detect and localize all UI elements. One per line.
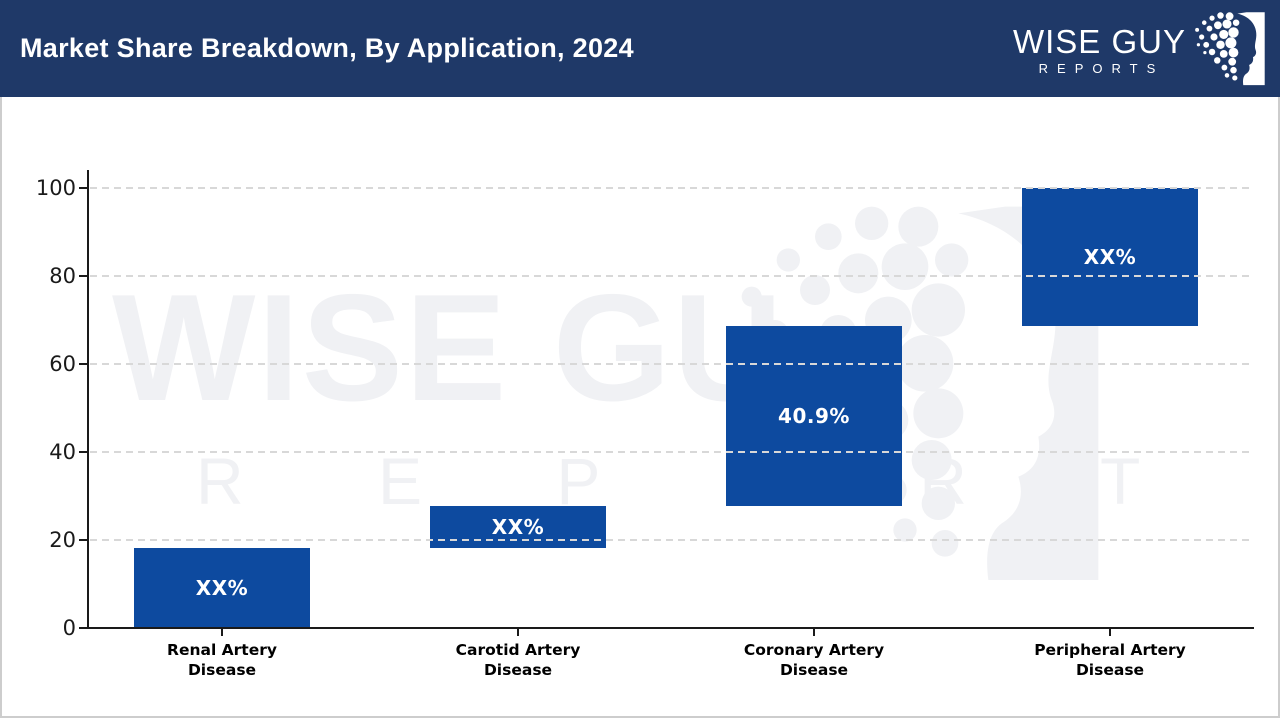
- y-tick-mark: [79, 187, 87, 189]
- x-tick-mark: [517, 629, 519, 636]
- header-bar: Market Share Breakdown, By Application, …: [0, 0, 1280, 97]
- y-tick-label: 20: [49, 528, 76, 552]
- bar-value-label: XX%: [195, 575, 249, 600]
- wise-guy-logo: WISE GUY REPORTS: [1013, 8, 1266, 92]
- chart-panel: [0, 97, 1280, 718]
- logo-brand-text: WISE GUY: [1012, 23, 1186, 60]
- logo-sub-text: REPORTS: [1038, 61, 1165, 76]
- watermark-brand: WISE GU: [112, 263, 785, 433]
- bar-2: 40.9%: [726, 326, 902, 507]
- x-axis-line: [87, 627, 1254, 629]
- category-label-3: Peripheral Artery Disease: [1034, 641, 1186, 680]
- y-tick-mark: [79, 627, 87, 629]
- y-tick-mark: [79, 275, 87, 277]
- gridline-20: [90, 539, 1253, 541]
- gridline-80: [90, 275, 1253, 277]
- y-tick-label: 0: [62, 616, 76, 640]
- bar-value-label: 40.9%: [778, 404, 850, 429]
- y-tick-mark: [79, 539, 87, 541]
- x-tick-mark: [813, 629, 815, 636]
- category-label-1: Carotid Artery Disease: [455, 641, 581, 680]
- y-axis-line: [87, 170, 89, 629]
- y-tick-label: 60: [49, 352, 76, 376]
- category-label-2: Coronary Artery Disease: [743, 641, 885, 680]
- gridline-100: [90, 187, 1253, 189]
- gridline-60: [90, 363, 1253, 365]
- y-tick-label: 80: [49, 264, 76, 288]
- y-tick-label: 100: [35, 176, 76, 200]
- bar-0: XX%: [134, 547, 310, 628]
- bar-1: XX%: [430, 506, 606, 548]
- bar-value-label: XX%: [491, 515, 545, 539]
- page-title: Market Share Breakdown, By Application, …: [20, 33, 634, 63]
- y-tick-label: 40: [49, 440, 76, 464]
- x-tick-mark: [221, 629, 223, 636]
- bar-value-label: XX%: [1083, 245, 1137, 270]
- watermark-sub: R E P O R T: [196, 444, 1199, 518]
- category-label-0: Renal Artery Disease: [167, 641, 277, 680]
- gridline-40: [90, 451, 1253, 453]
- bar-3: XX%: [1022, 188, 1198, 327]
- y-tick-mark: [79, 451, 87, 453]
- y-tick-mark: [79, 363, 87, 365]
- x-tick-mark: [1109, 629, 1111, 636]
